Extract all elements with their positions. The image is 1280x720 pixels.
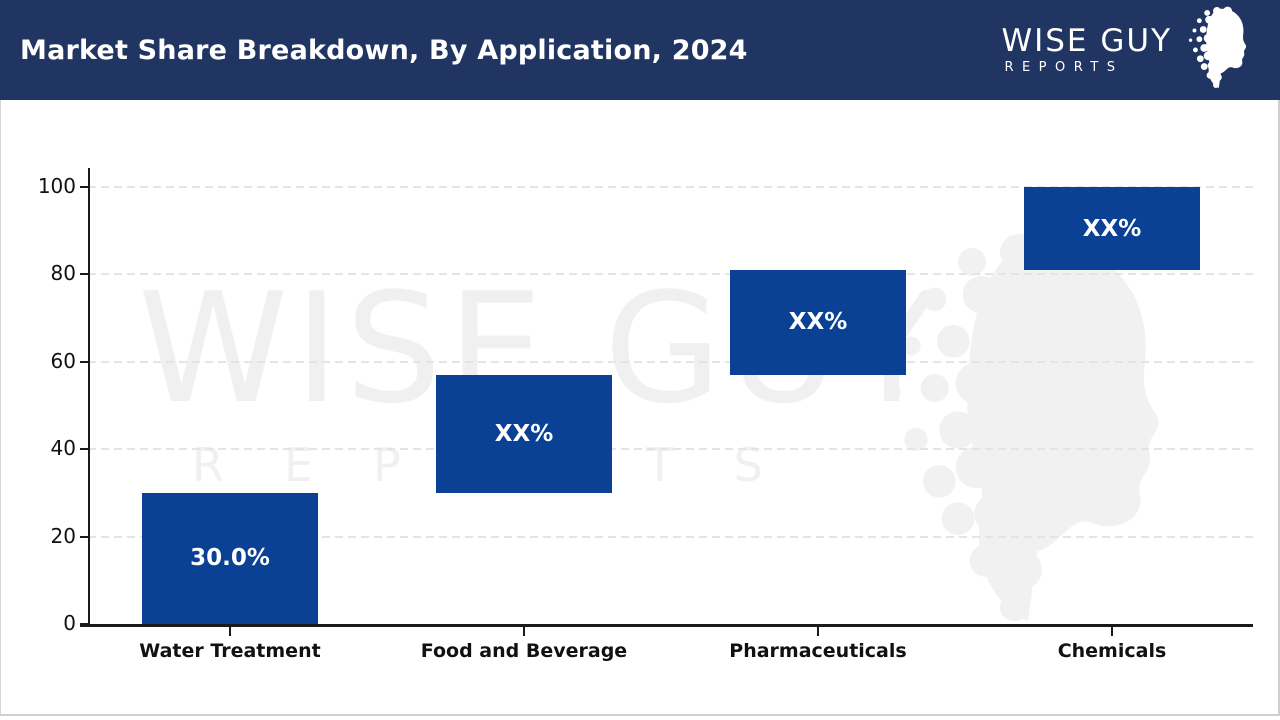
header-bar: Market Share Breakdown, By Application, … <box>0 0 1280 100</box>
gridline-100 <box>88 186 1253 188</box>
bar-value-label: XX% <box>1082 215 1142 242</box>
y-axis-line <box>88 168 90 627</box>
bar-food-and-beverage: XX% <box>436 374 612 493</box>
bar-value-label: 30.0% <box>190 545 270 572</box>
y-tick-label-80: 80 <box>50 261 76 286</box>
bar-pharmaceuticals: XX% <box>730 270 906 375</box>
gridline-20 <box>88 535 1253 538</box>
y-tick-label-20: 20 <box>50 523 76 548</box>
x-tick-1 <box>523 627 525 636</box>
x-tick-label-3: Chemicals <box>1057 640 1167 662</box>
y-tick-label-40: 40 <box>50 436 76 461</box>
x-tick-label-0: Water Treatment <box>139 640 321 662</box>
page-title: Market Share Breakdown, By Application, … <box>20 34 748 66</box>
x-axis-line <box>80 624 1253 627</box>
brand-logo-text: WISE GUY REPORTS <box>1001 25 1172 75</box>
y-tick-80 <box>80 273 88 276</box>
y-tick-20 <box>80 535 88 538</box>
y-tick-40 <box>80 448 88 451</box>
bar-chemicals: XX% <box>1024 187 1200 271</box>
y-tick-60 <box>80 360 88 363</box>
brand-subname: REPORTS <box>1004 59 1124 75</box>
bar-value-label: XX% <box>788 309 848 336</box>
gridline-60 <box>88 360 1253 363</box>
bar-value-label: XX% <box>494 420 554 447</box>
bar-water-treatment: 30.0% <box>142 492 318 624</box>
x-tick-label-2: Pharmaceuticals <box>729 640 907 662</box>
y-tick-label-60: 60 <box>50 348 76 373</box>
logo-head-icon <box>1174 4 1252 96</box>
y-tick-label-100: 100 <box>37 174 76 198</box>
brand-logo: WISE GUY REPORTS <box>1001 4 1252 96</box>
gridline-80 <box>88 273 1253 276</box>
gridline-40 <box>88 448 1253 451</box>
x-tick-3 <box>1111 627 1113 636</box>
x-tick-2 <box>817 627 819 636</box>
x-tick-0 <box>229 627 231 636</box>
brand-name: WISE GUY <box>1001 23 1172 60</box>
x-tick-label-1: Food and Beverage <box>420 640 628 662</box>
y-tick-label-0: 0 <box>63 611 76 635</box>
y-tick-100 <box>80 186 88 188</box>
